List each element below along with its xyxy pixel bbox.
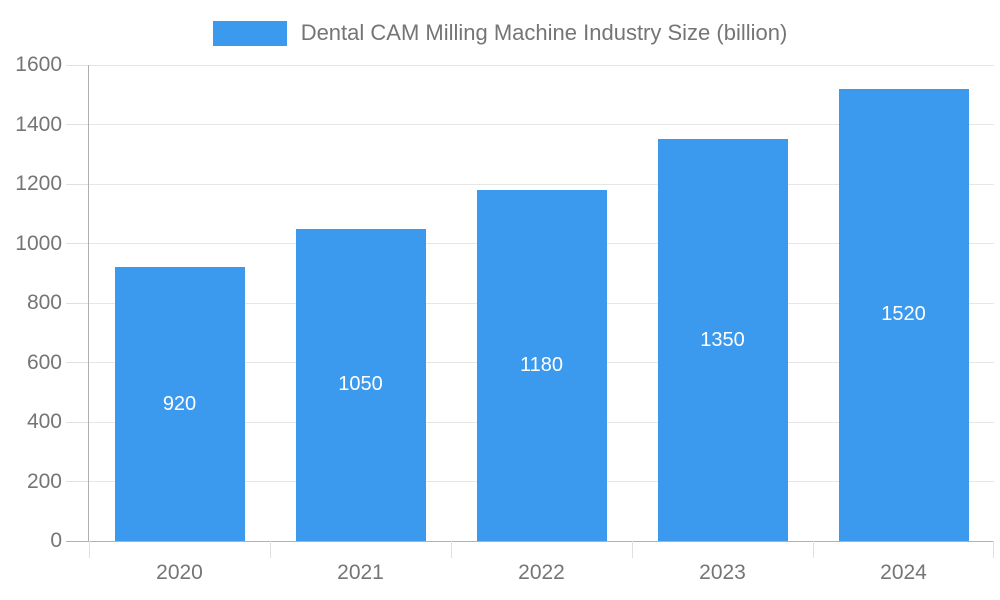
y-tick-mark — [66, 540, 88, 542]
x-tick-mark — [813, 541, 814, 558]
gridline — [89, 183, 994, 185]
y-axis-tick-label: 1600 — [15, 53, 62, 76]
x-tick-mark — [632, 541, 633, 558]
legend: Dental CAM Milling Machine Industry Size… — [0, 18, 1000, 48]
bar-2021[interactable]: 1050 — [295, 228, 426, 541]
x-axis-tick-label: 2021 — [337, 561, 384, 584]
y-tick-mark — [66, 421, 88, 423]
y-axis-tick-label: 600 — [26, 350, 62, 374]
x-axis-tick-label: 2023 — [699, 561, 746, 584]
y-axis-tick-label: 400 — [26, 410, 62, 433]
y-tick-mark — [66, 64, 88, 66]
y-axis-tick-label: 800 — [26, 291, 62, 314]
y-axis-tick-label: 1400 — [15, 112, 62, 136]
gridline — [89, 64, 994, 66]
bar-2020[interactable]: 920 — [114, 267, 245, 541]
y-tick-mark — [66, 124, 88, 125]
bar-value-label: 1520 — [881, 303, 926, 326]
y-tick-mark — [66, 362, 88, 363]
x-tick-mark — [270, 541, 271, 558]
y-axis-tick-label: 1000 — [15, 231, 62, 255]
bar-value-label: 1350 — [700, 328, 745, 351]
y-tick-mark — [66, 481, 88, 482]
bar-2024[interactable]: 1520 — [838, 88, 969, 541]
bar-value-label: 920 — [162, 392, 197, 415]
x-tick-mark — [451, 541, 452, 558]
legend-swatch — [212, 20, 287, 46]
x-tick-mark — [993, 541, 994, 558]
y-axis-tick-label: 1200 — [15, 172, 62, 195]
x-axis-tick-label: 2024 — [880, 561, 927, 584]
gridline — [89, 124, 994, 125]
bar-value-label: 1180 — [519, 353, 563, 376]
bar-2022[interactable]: 1180 — [476, 189, 607, 541]
y-tick-mark — [66, 302, 88, 304]
plot-area: 0 200 400 600 800 1000 1200 1400 1600 920 2020 1050… — [15, 53, 994, 584]
bar-value-label: 1050 — [338, 373, 383, 396]
x-axis-tick-label: 2022 — [518, 561, 565, 584]
y-axis-tick-label: 0 — [50, 529, 62, 552]
y-tick-mark — [66, 183, 88, 185]
x-axis-tick-label: 2020 — [156, 561, 203, 584]
y-tick-mark — [66, 243, 88, 244]
legend-label: Dental CAM Milling Machine Industry Size… — [300, 20, 788, 45]
y-axis-tick-label: 200 — [26, 469, 62, 493]
bar-2023[interactable]: 1350 — [657, 139, 788, 541]
x-tick-mark — [89, 541, 90, 558]
